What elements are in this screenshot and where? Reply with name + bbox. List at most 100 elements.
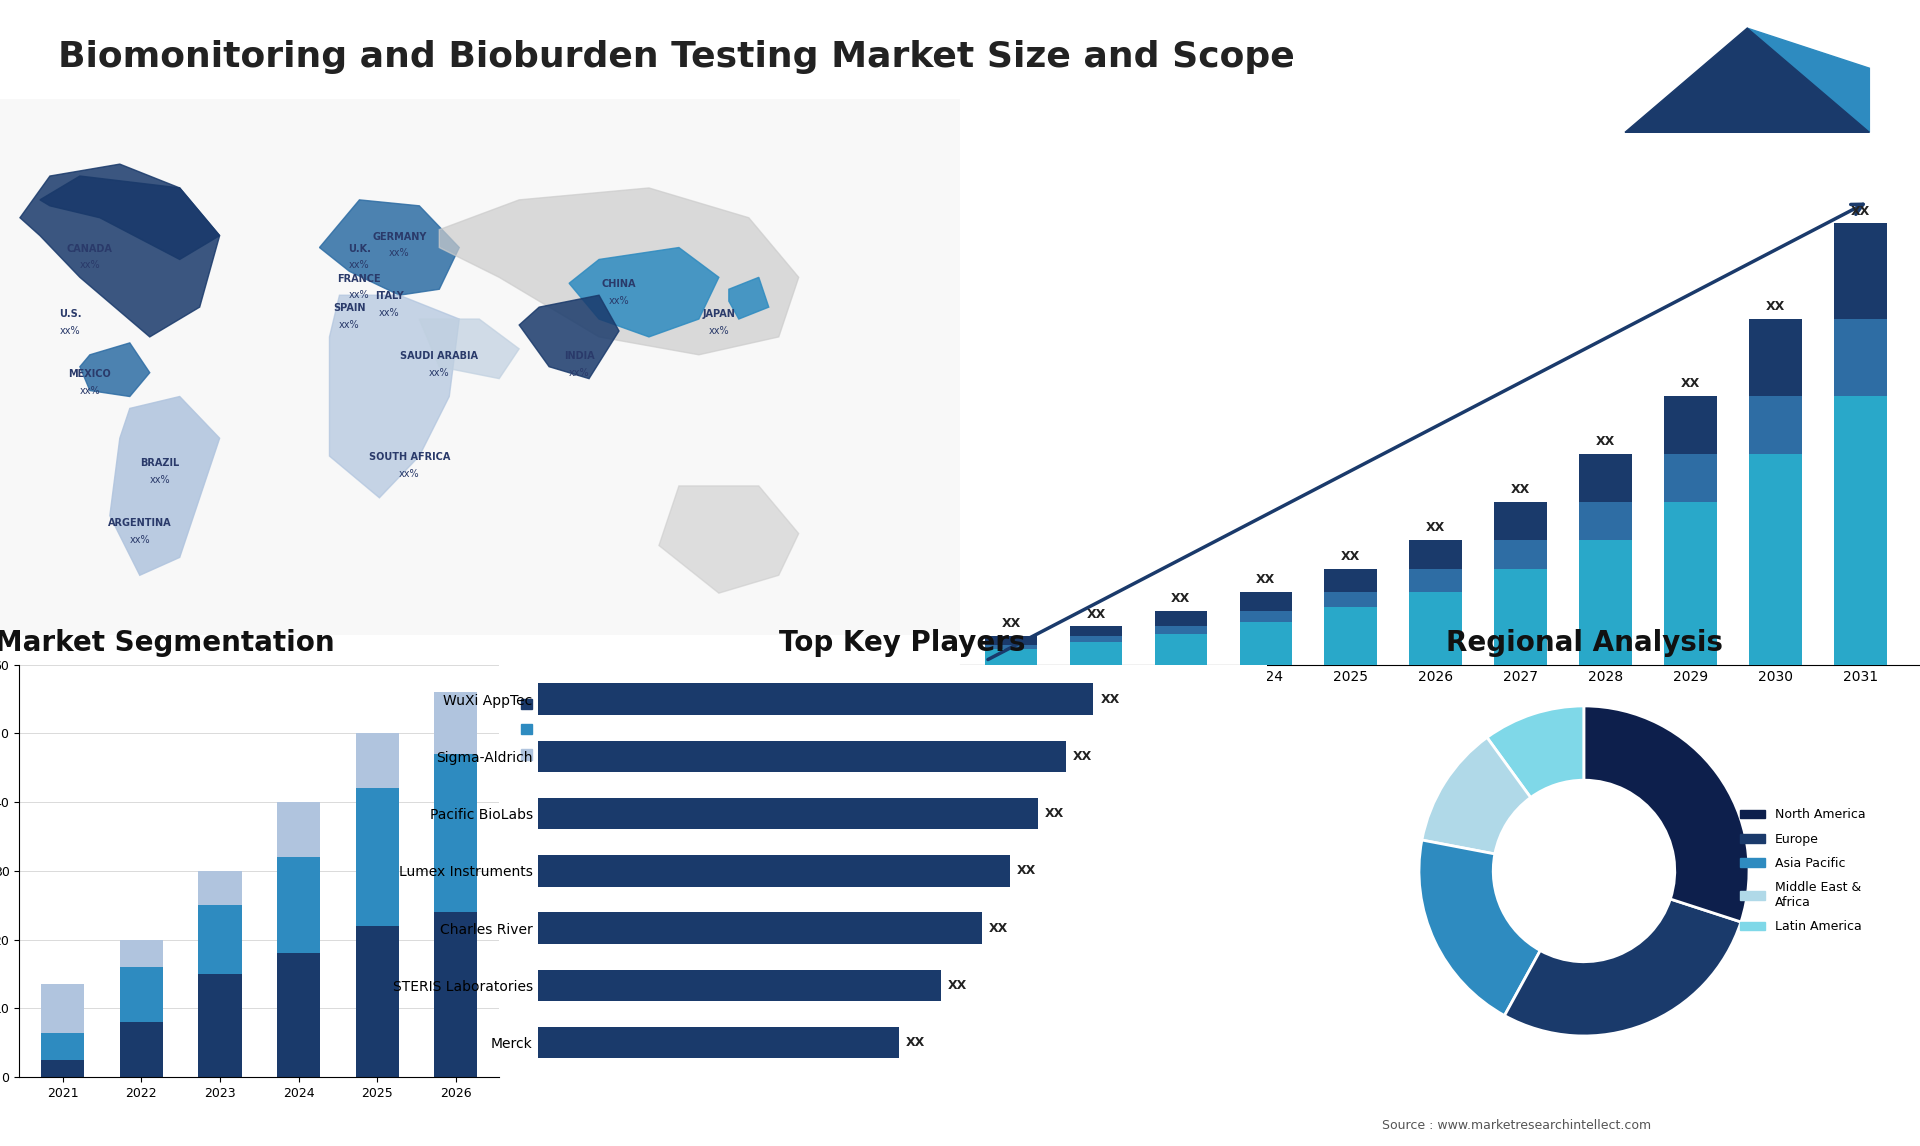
Bar [538, 855, 1010, 887]
Polygon shape [730, 277, 768, 319]
Text: xx%: xx% [79, 260, 100, 270]
Bar [276, 857, 321, 953]
Bar [1834, 397, 1887, 665]
Polygon shape [319, 199, 459, 296]
Bar [538, 740, 1066, 772]
Text: XX: XX [1342, 550, 1361, 563]
Text: XX: XX [948, 979, 968, 992]
Text: xx%: xx% [349, 260, 371, 270]
Bar [1069, 642, 1123, 665]
Text: XX: XX [1044, 807, 1064, 821]
Bar [198, 974, 242, 1077]
Text: xx%: xx% [60, 325, 81, 336]
Bar [40, 1033, 84, 1060]
Text: xx%: xx% [150, 474, 171, 485]
Bar [538, 970, 941, 1002]
Polygon shape [40, 176, 219, 259]
Text: xx%: xx% [568, 368, 589, 378]
Bar [198, 871, 242, 905]
Text: XX: XX [1002, 618, 1021, 630]
Bar [1665, 397, 1716, 665]
Text: XX: XX [1596, 434, 1615, 448]
Bar [1749, 454, 1801, 665]
Text: xx%: xx% [79, 385, 100, 395]
Polygon shape [330, 296, 459, 497]
Bar [1665, 502, 1716, 665]
Bar [538, 912, 983, 944]
Bar [1580, 454, 1632, 665]
Bar [538, 683, 1094, 715]
Text: XX: XX [906, 1036, 925, 1050]
Text: XX: XX [1018, 864, 1037, 878]
Bar [985, 636, 1037, 665]
Bar [1494, 540, 1548, 665]
Text: Source : www.marketresearchintellect.com: Source : www.marketresearchintellect.com [1382, 1120, 1651, 1132]
Bar [1409, 591, 1463, 665]
Text: MEXICO: MEXICO [69, 369, 111, 379]
Polygon shape [1624, 29, 1870, 132]
Bar [985, 645, 1037, 665]
Text: xx%: xx% [399, 469, 420, 479]
Circle shape [1494, 780, 1674, 961]
Bar [1240, 591, 1292, 665]
Polygon shape [659, 486, 799, 594]
Bar [1580, 502, 1632, 665]
Text: XX: XX [1256, 573, 1275, 586]
Text: ARGENTINA: ARGENTINA [108, 518, 171, 528]
Bar [1834, 320, 1887, 665]
Polygon shape [81, 343, 150, 397]
Bar [538, 1027, 899, 1059]
Bar [1409, 568, 1463, 665]
Bar [1409, 540, 1463, 665]
Text: U.K.: U.K. [348, 244, 371, 253]
Text: INDIA: INDIA [564, 351, 595, 361]
Text: CANADA: CANADA [67, 244, 113, 253]
Polygon shape [568, 248, 718, 337]
Bar [1325, 568, 1377, 665]
Polygon shape [1747, 29, 1870, 132]
Bar [1325, 591, 1377, 665]
Polygon shape [440, 188, 799, 355]
Text: SPAIN: SPAIN [334, 304, 365, 313]
Text: GERMANY: GERMANY [372, 231, 426, 242]
Bar [1494, 568, 1548, 665]
Wedge shape [1505, 898, 1741, 1036]
Text: U.S.: U.S. [60, 309, 81, 320]
Bar [1069, 636, 1123, 665]
Text: SAUDI ARABIA: SAUDI ARABIA [399, 351, 478, 361]
Text: XX: XX [1100, 692, 1119, 706]
Bar [119, 1022, 163, 1077]
Bar [1580, 540, 1632, 665]
Bar [355, 926, 399, 1077]
Polygon shape [518, 296, 618, 378]
Wedge shape [1584, 706, 1749, 921]
Text: xx%: xx% [340, 320, 359, 330]
Bar [1069, 627, 1123, 665]
Text: XX: XX [1073, 749, 1092, 763]
Wedge shape [1486, 706, 1584, 798]
Text: XX: XX [1427, 521, 1446, 534]
Text: xx%: xx% [378, 308, 399, 319]
Text: CHINA: CHINA [601, 280, 636, 290]
Bar [1154, 611, 1208, 665]
Bar [355, 788, 399, 926]
Polygon shape [109, 397, 219, 575]
Title: Top Key Players: Top Key Players [780, 629, 1025, 657]
Text: XX: XX [1087, 607, 1106, 620]
Bar [1494, 502, 1548, 665]
Text: ITALY: ITALY [374, 291, 403, 301]
Text: Market Segmentation: Market Segmentation [0, 629, 334, 657]
Text: xx%: xx% [609, 296, 630, 306]
Wedge shape [1419, 840, 1540, 1015]
Wedge shape [1423, 738, 1530, 854]
Bar [119, 967, 163, 1022]
Bar [985, 650, 1037, 665]
Bar [1834, 223, 1887, 665]
Bar [276, 802, 321, 857]
Bar [434, 754, 478, 912]
Bar [198, 905, 242, 974]
Text: FRANCE: FRANCE [338, 274, 382, 283]
Polygon shape [419, 319, 518, 378]
Text: XX: XX [1682, 377, 1701, 391]
Text: XX: XX [1851, 204, 1870, 218]
